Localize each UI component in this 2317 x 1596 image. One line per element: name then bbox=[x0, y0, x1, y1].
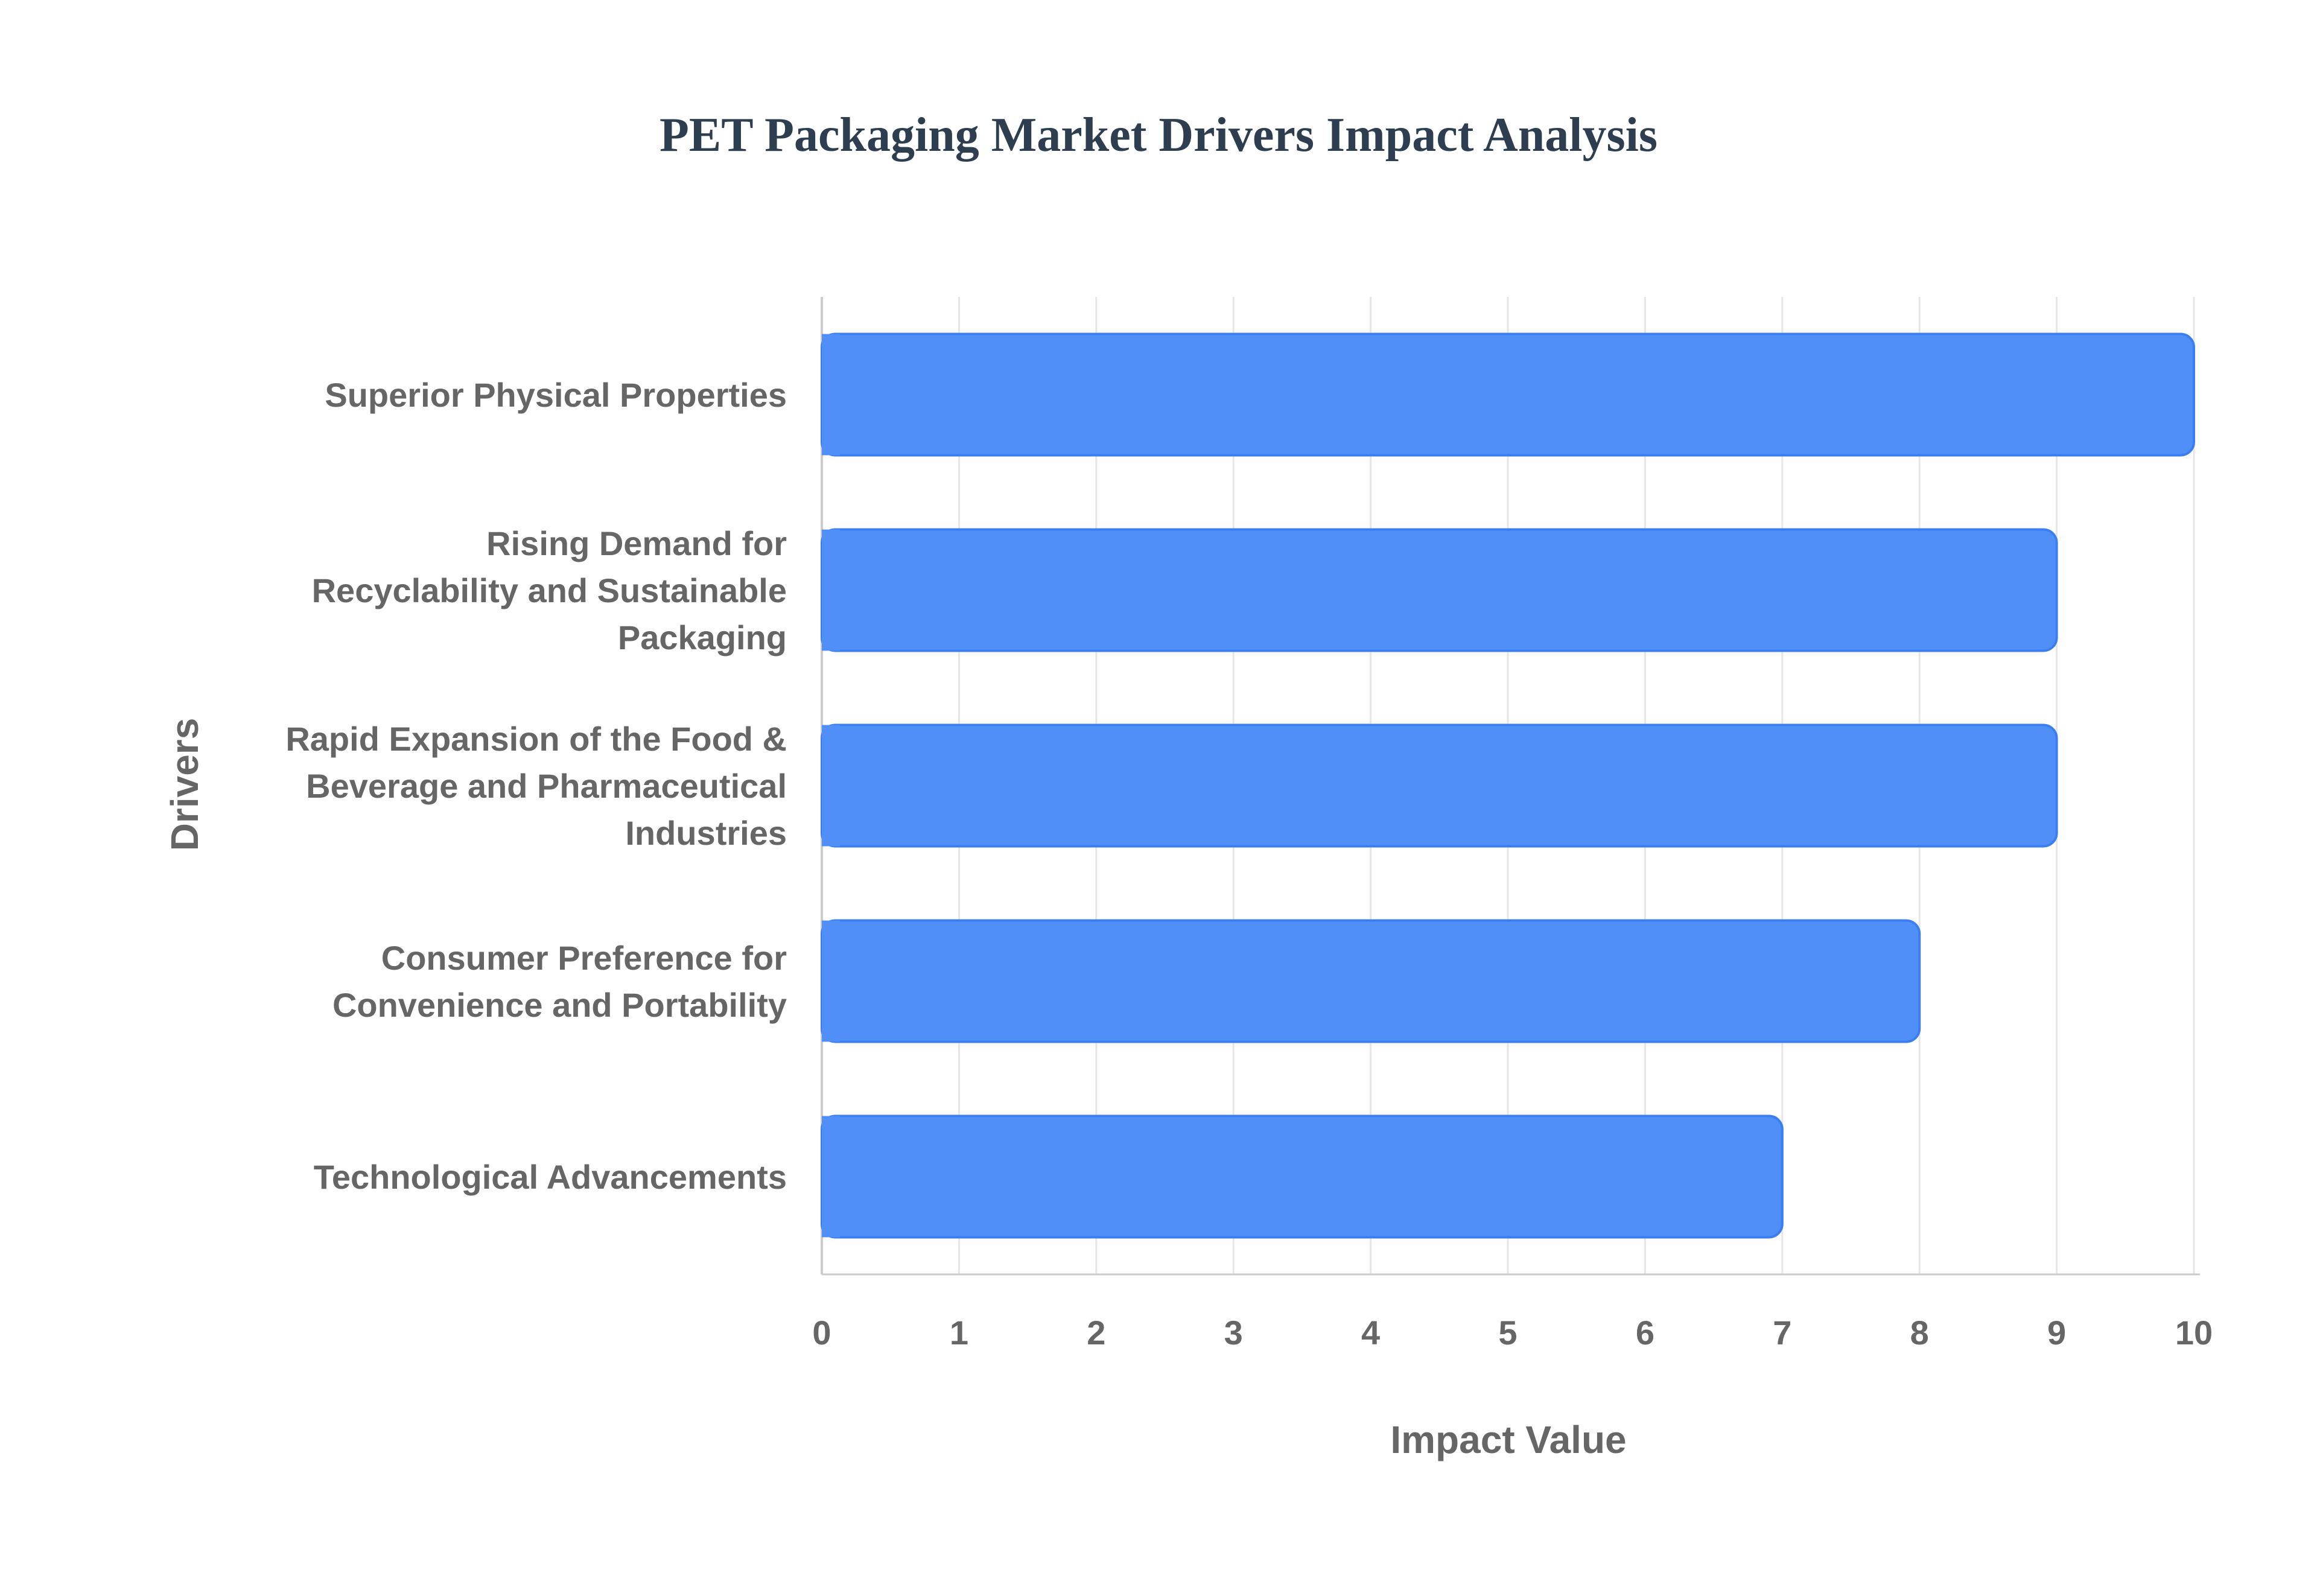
x-tick-label: 4 bbox=[1361, 1314, 1380, 1352]
x-tick-label: 2 bbox=[1087, 1314, 1105, 1352]
y-tick-label: Superior Physical Properties bbox=[325, 376, 787, 414]
bar-base bbox=[822, 725, 840, 847]
x-axis-title: Impact Value bbox=[1390, 1418, 1626, 1461]
bar[interactable] bbox=[821, 919, 1921, 1043]
x-tick-label: 3 bbox=[1224, 1314, 1243, 1352]
bar-layer bbox=[821, 332, 2195, 1239]
x-tick-label: 8 bbox=[1910, 1314, 1929, 1352]
y-tick-label: Technological Advancements bbox=[314, 1158, 787, 1196]
bar-base bbox=[822, 920, 840, 1042]
x-tick-label: 0 bbox=[812, 1314, 831, 1352]
x-tick-labels: 0 1 2 3 4 5 6 7 8 9 10 bbox=[812, 1314, 2213, 1352]
x-tick-label: 10 bbox=[2175, 1314, 2213, 1352]
bar-base bbox=[822, 334, 840, 456]
bar[interactable] bbox=[821, 1114, 1784, 1239]
y-tick-labels: Superior Physical Properties Rising Deman… bbox=[285, 376, 787, 1196]
bar[interactable] bbox=[821, 332, 2195, 457]
y-tick-label: Consumer Preference for Convenience and P… bbox=[332, 939, 787, 1024]
bar-base bbox=[822, 529, 840, 651]
chart-title: PET Packaging Market Drivers Impact Anal… bbox=[660, 109, 1657, 162]
bar-base bbox=[822, 1116, 840, 1238]
bar[interactable] bbox=[821, 723, 2058, 848]
x-tick-label: 6 bbox=[1636, 1314, 1654, 1352]
x-tick-label: 7 bbox=[1773, 1314, 1791, 1352]
y-axis-title: Drivers bbox=[163, 718, 206, 851]
x-tick-label: 9 bbox=[2047, 1314, 2066, 1352]
y-tick-label: Rising Demand for Recyclability and Susta… bbox=[312, 524, 787, 657]
y-tick-label: Rapid Expansion of the Food & Beverage an… bbox=[285, 720, 787, 852]
x-tick-label: 5 bbox=[1498, 1314, 1517, 1352]
bar[interactable] bbox=[821, 528, 2058, 652]
x-tick-label: 1 bbox=[950, 1314, 968, 1352]
